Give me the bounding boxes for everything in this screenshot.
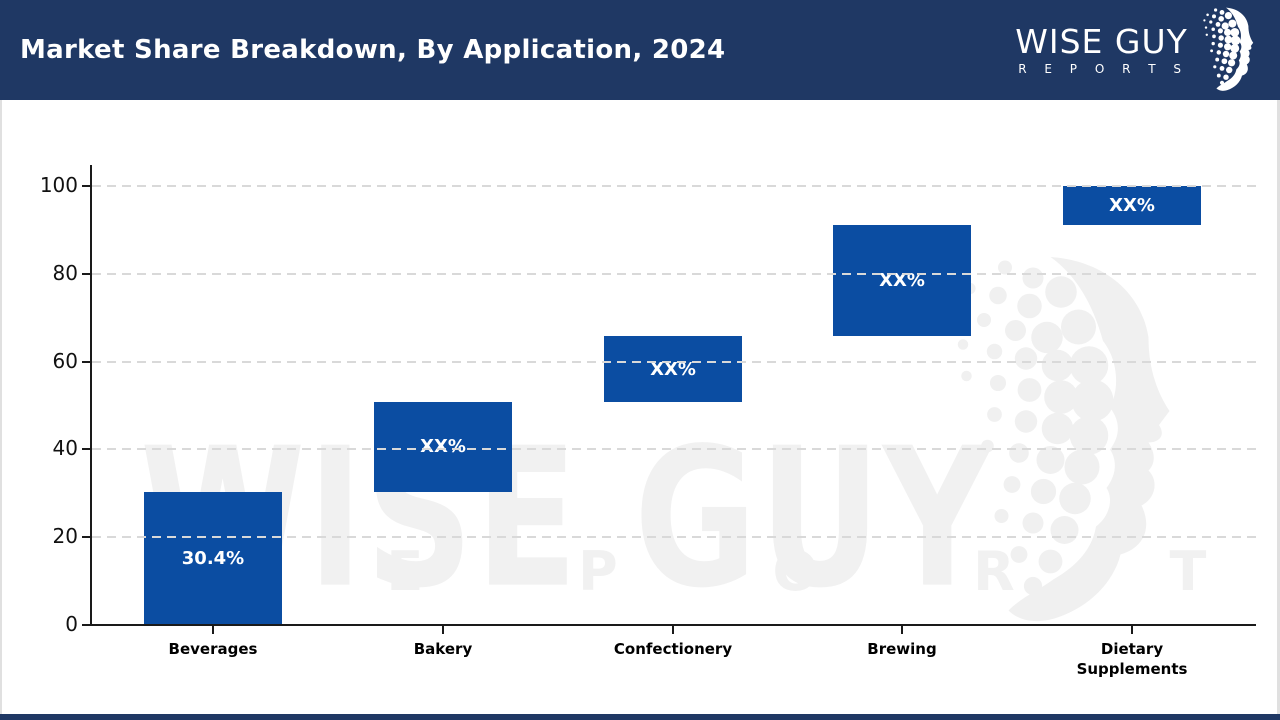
gridline-20: [92, 536, 1256, 539]
logo-wordmark: WISE GUY: [1015, 21, 1188, 61]
bar-value-label: XX%: [1109, 194, 1155, 216]
y-tick-label-60: 60: [52, 348, 78, 373]
x-axis-label-3: Brewing: [867, 640, 937, 658]
footer-bar: [0, 714, 1280, 720]
y-tick-20: [82, 536, 90, 539]
bar-value-label: 30.4%: [181, 547, 245, 569]
x-tick-0: [212, 626, 214, 634]
logo-head-icon: [1203, 7, 1254, 91]
y-tick-label-100: 100: [39, 173, 78, 197]
y-tick-0: [82, 624, 90, 626]
y-tick-label-20: 20: [52, 524, 78, 549]
gridline-100: [92, 185, 1256, 187]
bar-value-label: XX%: [420, 436, 466, 458]
gridline-40: [92, 448, 1256, 451]
x-tick-4: [1131, 626, 1133, 634]
logo-subtitle: R E P O R T S: [1018, 61, 1188, 76]
bar-value-label: XX%: [879, 269, 925, 291]
y-tick-label-40: 40: [52, 436, 78, 461]
x-axis-label-4: Dietary Supplements: [1076, 640, 1188, 679]
x-axis: [90, 624, 1256, 626]
x-tick-1: [442, 626, 444, 634]
gridline-60: [92, 360, 1256, 363]
logo-text: WISE GUY R E P O R T S: [1015, 25, 1188, 76]
wiseguy-logo: WISE GUY R E P O R T S: [1015, 6, 1266, 94]
y-tick-label-0: 0: [65, 612, 78, 636]
chart-bar-confectionery: XX%: [604, 336, 742, 402]
y-tick-label-80: 80: [52, 260, 78, 285]
header-bar: Market Share Breakdown, By Application, …: [0, 0, 1280, 100]
waterfall-chart: 30.4% XX% XX% XX% XX% 0 20 40 60 80 100 Beverages Ba…: [2, 100, 1280, 714]
x-tick-2: [672, 626, 674, 634]
y-axis: [90, 165, 92, 626]
y-tick-100: [82, 185, 90, 187]
chart-bar-bakery: XX%: [374, 401, 512, 492]
y-tick-40: [82, 448, 90, 451]
y-tick-60: [82, 360, 90, 363]
gridline-80: [92, 272, 1256, 275]
chart-canvas: WISE GUY R E P O R T S 30.4%XX%XX%XX%XX%…: [0, 100, 1280, 714]
chart-bar-brewing: XX%: [833, 224, 971, 337]
chart-bar-dietary-supplements: XX%: [1063, 186, 1201, 225]
chart-bar-beverages: 30.4%: [144, 491, 282, 625]
x-axis-label-2: Confectionery: [613, 640, 733, 658]
x-tick-3: [901, 626, 903, 634]
x-axis-label-1: Bakery: [413, 640, 473, 658]
y-tick-80: [82, 272, 90, 275]
bar-value-label: XX%: [650, 358, 696, 380]
x-axis-label-0: Beverages: [168, 640, 258, 658]
page-title: Market Share Breakdown, By Application, …: [20, 35, 726, 65]
